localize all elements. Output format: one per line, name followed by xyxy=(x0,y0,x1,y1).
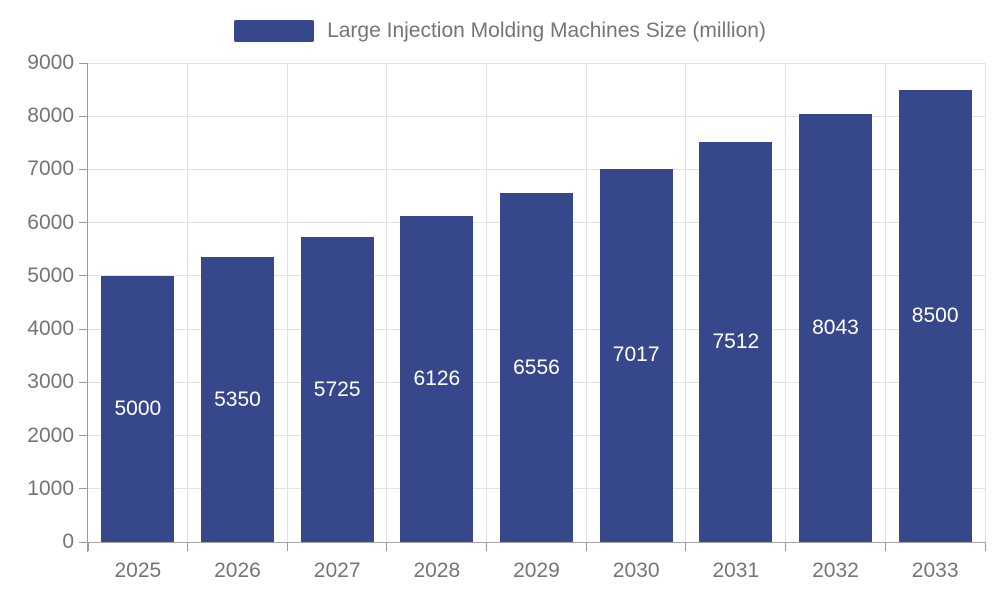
v-gridline xyxy=(884,63,886,542)
x-axis-tick-label: 2025 xyxy=(114,559,162,582)
bar-value-label: 8500 xyxy=(911,303,959,327)
y-axis-tick xyxy=(79,62,87,64)
bar: 6556 xyxy=(500,193,573,542)
bar: 7512 xyxy=(699,142,773,542)
bar-value-label: 7017 xyxy=(612,343,660,367)
h-gridline xyxy=(88,62,985,64)
plot-area: 0 1000 2000 3000 4000 5000 6000 7000 8000 9000 202… xyxy=(27,52,986,582)
y-axis-tick-label: 4000 xyxy=(27,317,74,341)
y-axis-tick-label: 1000 xyxy=(27,476,74,500)
v-gridline xyxy=(286,63,288,542)
x-axis-tick xyxy=(884,542,886,551)
bar: 6126 xyxy=(400,215,474,542)
bar-value-label: 6126 xyxy=(413,366,461,390)
x-axis-tick xyxy=(286,542,288,551)
legend: Large Injection Molding Machines Size (m… xyxy=(0,20,1000,42)
v-gridline xyxy=(386,63,388,542)
bar-value-label: 5000 xyxy=(114,396,162,420)
x-axis-line xyxy=(80,542,985,543)
y-axis-tick-label: 6000 xyxy=(27,210,74,234)
x-axis-tick-label: 2031 xyxy=(712,559,760,582)
legend-label: Large Injection Molding Machines Size (m… xyxy=(327,19,766,42)
y-axis-tick xyxy=(79,222,87,224)
x-axis-tick xyxy=(386,542,388,551)
y-axis-tick-label: 9000 xyxy=(27,51,74,74)
x-axis-tick xyxy=(984,542,986,551)
bar-value-label: 5350 xyxy=(214,387,261,411)
v-gridline xyxy=(486,63,488,542)
x-axis-tick xyxy=(87,542,89,551)
legend-item[interactable]: Large Injection Molding Machines Size (m… xyxy=(234,20,766,42)
x-axis-tick-label: 2030 xyxy=(612,559,660,582)
legend-swatch-icon xyxy=(234,20,315,42)
y-axis-tick xyxy=(79,488,87,490)
y-axis-tick-label: 0 xyxy=(62,530,74,553)
x-axis-tick xyxy=(585,542,587,551)
bar-value-label: 7512 xyxy=(712,330,760,354)
v-gridline xyxy=(585,63,587,542)
x-axis-tick-label: 2029 xyxy=(513,559,560,582)
x-axis-tick-label: 2033 xyxy=(911,559,959,582)
x-axis-tick-label: 2027 xyxy=(313,559,361,582)
bar: 8500 xyxy=(898,89,972,542)
v-gridline xyxy=(984,63,986,542)
y-axis-tick xyxy=(79,275,87,277)
x-axis-tick xyxy=(785,542,787,551)
y-axis-tick xyxy=(79,541,87,543)
x-axis-tick xyxy=(685,542,687,551)
y-axis-tick xyxy=(79,115,87,117)
y-axis-tick-label: 8000 xyxy=(27,104,74,128)
y-axis-tick xyxy=(79,168,87,170)
y-axis-tick xyxy=(79,328,87,330)
bar: 5725 xyxy=(300,237,374,542)
x-axis-tick xyxy=(486,542,488,551)
y-axis-tick-label: 5000 xyxy=(27,263,74,287)
bar: 5350 xyxy=(201,257,274,542)
bar: 7017 xyxy=(599,168,673,542)
h-gridline xyxy=(88,168,985,170)
y-axis-tick xyxy=(79,381,87,383)
h-gridline xyxy=(88,115,985,117)
bar: 8043 xyxy=(799,113,872,542)
bar-value-label: 6556 xyxy=(513,355,560,379)
y-axis-tick xyxy=(79,435,87,437)
bar: 5000 xyxy=(101,275,175,542)
y-axis-tick-label: 7000 xyxy=(27,157,74,181)
v-gridline xyxy=(785,63,787,542)
x-axis-tick-label: 2026 xyxy=(214,559,261,582)
v-gridline xyxy=(685,63,687,542)
y-axis-line xyxy=(87,63,88,552)
v-gridline xyxy=(187,63,189,542)
x-axis-tick-label: 2028 xyxy=(413,559,461,582)
x-axis-tick xyxy=(187,542,189,551)
bar-value-label: 8043 xyxy=(812,315,859,339)
y-axis-tick-label: 2000 xyxy=(27,423,74,447)
y-axis-tick-label: 3000 xyxy=(27,370,74,394)
x-axis-tick-label: 2032 xyxy=(812,559,859,582)
bar-value-label: 5725 xyxy=(313,377,361,401)
